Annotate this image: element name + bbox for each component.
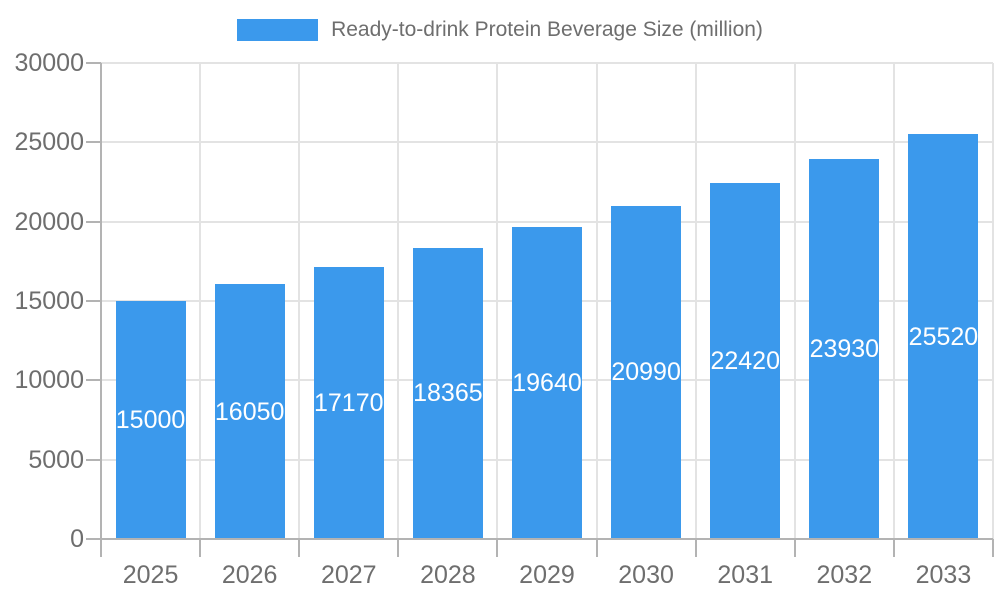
x-tick-mark [199, 539, 202, 557]
y-tick-mark [86, 300, 101, 302]
gridline [892, 63, 895, 539]
legend-swatch-icon [237, 19, 319, 41]
y-tick-label: 0 [70, 525, 84, 553]
y-tick-label: 25000 [14, 128, 84, 157]
x-tick-mark [793, 539, 796, 557]
bar-value-label: 25520 [908, 322, 979, 351]
y-axis-line [100, 63, 102, 557]
bar-value-label: 16050 [214, 397, 285, 426]
y-tick-mark [86, 141, 101, 144]
x-tick-label: 2026 [221, 561, 278, 589]
x-tick-mark [397, 539, 400, 557]
x-tick-mark [694, 539, 697, 557]
x-tick-mark [892, 539, 895, 557]
bar-2027 [313, 266, 384, 539]
y-tick-mark [86, 220, 101, 223]
gridline [496, 63, 499, 539]
bar-2032 [809, 159, 880, 539]
gridline [199, 63, 202, 539]
gridline [101, 141, 993, 144]
bar-value-label: 23930 [809, 335, 880, 364]
x-tick-label: 2025 [122, 561, 179, 589]
x-tick-label: 2027 [320, 561, 377, 589]
x-tick-label: 2029 [519, 561, 575, 589]
legend-item[interactable]: Ready-to-drink Protein Beverage Size (mi… [0, 16, 1000, 44]
y-tick-label: 30000 [14, 49, 84, 77]
bar-value-label: 22420 [710, 347, 780, 376]
bar-value-label: 15000 [115, 406, 186, 434]
legend-label: Ready-to-drink Protein Beverage Size (mi… [331, 18, 763, 41]
gridline [101, 62, 993, 64]
y-tick-label: 10000 [14, 366, 84, 395]
gridline [298, 63, 301, 539]
bar-2031 [710, 183, 781, 539]
x-tick-mark [496, 539, 499, 557]
x-tick-label: 2032 [816, 561, 873, 589]
x-tick-label: 2028 [420, 561, 476, 589]
bar-2030 [611, 205, 682, 539]
bar-2025 [115, 301, 186, 539]
bar-value-label: 18365 [413, 379, 483, 408]
gridline [793, 63, 796, 539]
x-axis-line [86, 538, 993, 540]
x-tick-mark [298, 539, 301, 557]
y-tick-mark [86, 458, 101, 461]
y-tick-label: 15000 [14, 287, 84, 315]
bar-2033 [908, 134, 979, 539]
bar-2029 [512, 227, 582, 539]
y-tick-label: 20000 [14, 207, 84, 236]
gridline [397, 63, 400, 539]
gridline [101, 220, 993, 223]
bar-value-label: 19640 [512, 369, 582, 398]
gridline [992, 63, 994, 539]
x-tick-mark [595, 539, 598, 557]
gridline [595, 63, 598, 539]
bar-2026 [214, 284, 285, 539]
x-tick-label: 2033 [915, 561, 972, 589]
x-tick-mark [992, 539, 994, 557]
y-tick-mark [86, 62, 101, 64]
bar-value-label: 20990 [611, 358, 681, 387]
y-tick-label: 5000 [28, 445, 84, 474]
x-tick-label: 2030 [618, 561, 674, 589]
bar-value-label: 17170 [314, 388, 384, 417]
x-tick-label: 2031 [717, 561, 774, 589]
gridline [694, 63, 697, 539]
y-tick-mark [86, 379, 101, 382]
bar-2028 [412, 247, 483, 539]
